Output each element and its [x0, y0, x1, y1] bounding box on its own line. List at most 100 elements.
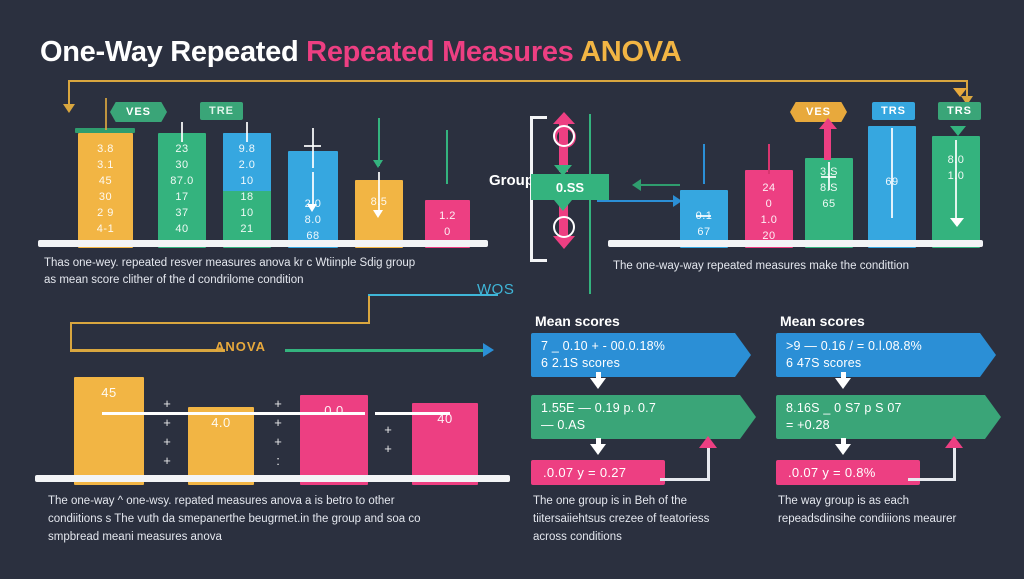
whisker-arrowhead	[373, 210, 383, 218]
title-part-1: One-Way Repeated	[40, 36, 307, 68]
pink-up-arrowhead	[819, 118, 837, 129]
bar-item: 0.0	[300, 395, 368, 485]
blue-right-arrow-line	[597, 200, 675, 202]
tag-ves-label: VES	[126, 106, 152, 118]
group-mid-arrowhead-down	[554, 200, 572, 211]
group-bottom-arrowhead-down	[553, 236, 575, 249]
orange-top-connector-line	[68, 80, 968, 82]
teal-left-arrowhead	[632, 179, 641, 191]
bar-value-label: 1.2 0	[439, 210, 456, 238]
panel-right-pink-row: .0.07 y = 0.8%	[776, 460, 920, 485]
panel-right-arrow-1	[835, 378, 851, 389]
group-top-circle-inner-icon	[553, 125, 575, 147]
whisker-cap	[821, 176, 836, 178]
panel-right-loop-arrowhead	[945, 436, 963, 448]
page-title: One-Way Repeated Repeated Measures ANOVA	[40, 36, 682, 69]
panel-middle-loop-vertical	[707, 448, 710, 480]
whisker-line	[312, 172, 314, 206]
bar-item: 23 30 87.0 17 37 40	[158, 133, 206, 248]
panel-middle-blue-row: 7 _ 0.10 + - 00.0.18% 6 2.1S scores	[531, 333, 751, 377]
plus-column: + +	[384, 422, 392, 456]
tag-tre: TRE	[200, 102, 243, 120]
green-down-arrowhead	[950, 126, 966, 136]
panel-middle-pink-row: .0.07 y = 0.27	[531, 460, 665, 485]
whisker-line	[378, 118, 380, 166]
anova-connector-right-vertical	[368, 294, 370, 324]
teal-arrow-head	[483, 343, 494, 357]
bar-item: 40	[412, 403, 478, 485]
title-part-3: ANOVA	[580, 36, 682, 68]
whisker-line	[105, 98, 107, 130]
orange-top-connector-left	[68, 80, 70, 106]
panel-right-heading: Mean scores	[780, 313, 865, 329]
panel-middle-arrow-1	[590, 378, 606, 389]
orange-top-connector-right	[966, 80, 968, 98]
whisker-line	[246, 122, 248, 142]
whisker-line	[703, 144, 705, 184]
chart-baseline	[38, 240, 488, 247]
top-left-caption: Thas one-wey. repeated resver measures a…	[44, 257, 416, 286]
whisker-line	[446, 130, 448, 184]
teal-arrow-line	[285, 349, 485, 352]
anova-connector-top-horizontal	[368, 294, 498, 296]
tag-trs-green-label: TRS	[947, 105, 972, 117]
group-bottom-circle-icon	[553, 216, 575, 238]
plus-column: + + + +	[163, 396, 171, 468]
panel-right-green-text: 8.16S _ 0 S7 p S 07 = +0.28	[786, 401, 902, 432]
bar-value-label: 9.8 2.0 10 18 10 21	[238, 143, 256, 235]
panel-right-caption: The way group is as each repeadsdinsihe …	[778, 495, 957, 525]
bar-item: 9.8 2.0 10 18 10 21	[223, 133, 271, 248]
bar-value-label: 45	[101, 385, 117, 400]
panel-middle-arrow-2-stem	[596, 438, 601, 446]
chart-baseline	[35, 475, 510, 482]
teal-vertical-divider	[589, 114, 591, 294]
whisker-line	[891, 128, 893, 218]
top-right-caption: The one-way-way repeated measures make t…	[613, 260, 909, 272]
bar-value-label: 4.0	[211, 415, 231, 430]
tag-trs-blue-label: TRS	[881, 105, 906, 117]
chart-baseline	[608, 240, 983, 247]
tag-trs-blue: TRS	[872, 102, 915, 120]
orange-top-arrowhead-right	[961, 96, 973, 105]
plus-column: + + + :	[274, 396, 282, 468]
bar-value-label: 0.0	[324, 403, 344, 418]
tag-ves-right-label: VES	[806, 106, 832, 118]
bar-item: 4.0	[188, 407, 254, 485]
orange-top-arrowhead-left	[63, 104, 75, 113]
panel-middle-loop-line	[660, 478, 710, 481]
teal-left-arrow-line	[640, 184, 680, 186]
bar-item: 45	[74, 377, 144, 485]
bar-value-label: 40	[437, 411, 453, 426]
anova-label: ANOVA	[215, 339, 266, 354]
orange-down-arrowhead	[953, 88, 967, 97]
bar-value-label: 24 0 1.0 20	[760, 182, 778, 242]
tag-trs-green: TRS	[938, 102, 981, 120]
mean-line	[255, 412, 365, 415]
panel-middle-green-text: 1.55E — 0.19 p. 0.7 — 0.AS	[541, 401, 656, 432]
whisker-line	[378, 172, 380, 212]
bar-item: 24 0 1.0 20	[745, 170, 793, 248]
whisker-arrowhead	[307, 204, 317, 212]
group-value-label: 0.SS	[555, 179, 585, 195]
anova-connector-left-vertical	[70, 322, 72, 350]
bar-item: 0.1 67	[680, 190, 728, 248]
panel-middle-heading: Mean scores	[535, 313, 620, 329]
panel-right-arrow-2	[835, 444, 851, 455]
bar-item: 3.8 3.1 45 30 2 9 4-1	[78, 133, 133, 248]
panel-middle-blue-text: 7 _ 0.10 + - 00.0.18% 6 2.1S scores	[541, 339, 666, 370]
panel-right-blue-row: >9 — 0.16 / = 0.l.08.8% 6 47S scores	[776, 333, 996, 377]
panel-middle-loop-arrowhead	[699, 436, 717, 448]
pink-up-arrow-stem	[824, 126, 831, 160]
mean-line	[102, 412, 262, 415]
bottom-left-bar-chart: 45 4.0 0.0 40 + + + + + + + : + +	[35, 360, 510, 485]
tag-tre-label: TRE	[209, 105, 234, 117]
bar-1-cap	[75, 128, 135, 133]
whisker-line	[181, 122, 183, 142]
group-top-arrowhead-up	[553, 112, 575, 124]
top-left-bar-chart: VES TRE 3.8 3.1 45 30 2 9 4-1 23 30 87.0…	[30, 98, 500, 248]
bottom-left-caption: The one-way ^ one-wsy. repated measures …	[48, 495, 421, 543]
white-down-arrowhead	[950, 218, 964, 227]
panel-right-loop-line	[908, 478, 956, 481]
tag-ves-right: VES	[790, 102, 848, 122]
bar-3-upper-segment	[223, 133, 271, 191]
